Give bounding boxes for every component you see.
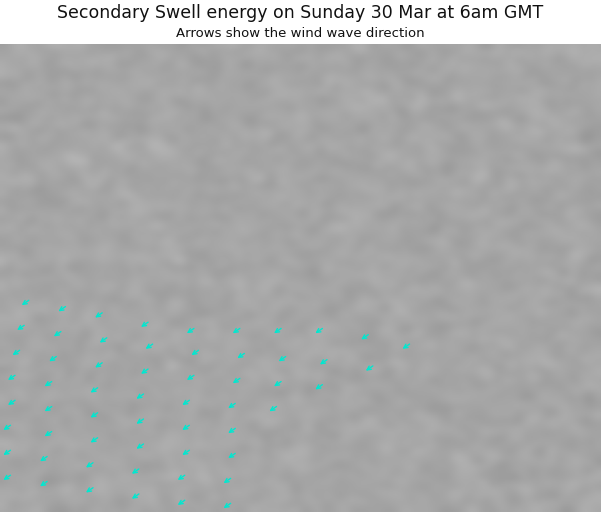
Text: Arrows show the wind wave direction: Arrows show the wind wave direction	[176, 28, 425, 40]
Text: Secondary Swell energy on Sunday 30 Mar at 6am GMT: Secondary Swell energy on Sunday 30 Mar …	[57, 4, 544, 22]
